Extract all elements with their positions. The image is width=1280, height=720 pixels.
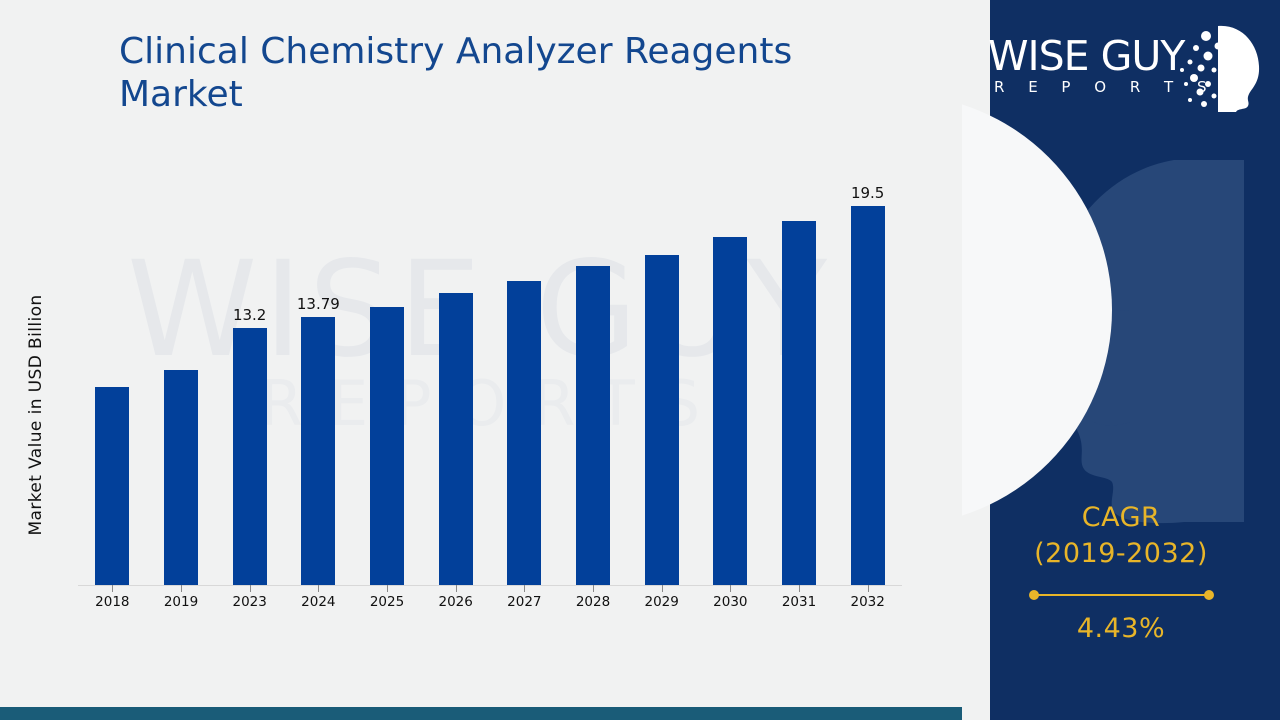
x-tick-2024 — [318, 585, 320, 592]
bar-2026[interactable] — [438, 292, 473, 585]
cagr-block: CAGR (2019-2032) 4.43% — [962, 500, 1280, 646]
bar-group[interactable]: 19.5 — [850, 130, 885, 585]
x-axis-label-2028: 2028 — [575, 594, 611, 610]
bar-2031[interactable] — [782, 221, 816, 585]
x-axis-label-2027: 2027 — [507, 594, 542, 610]
x-axis-label-2030: 2030 — [713, 594, 748, 610]
x-axis-line — [78, 585, 902, 586]
bottom-accent-bar — [0, 707, 962, 720]
bar-value-label-2032: 19.5 — [850, 183, 885, 202]
x-tick-2029 — [661, 585, 663, 592]
x-tick-2019 — [181, 585, 182, 592]
y-axis-label: Market Value in USD Billion — [26, 294, 46, 536]
bar-group[interactable] — [507, 130, 542, 585]
bar-group[interactable] — [95, 130, 130, 585]
x-tick-2030 — [730, 585, 732, 592]
bar-group[interactable] — [644, 130, 679, 585]
x-tick-2031 — [799, 585, 800, 592]
bar-group[interactable]: 13.79 — [297, 130, 340, 585]
bar-2032[interactable] — [850, 205, 885, 585]
bar-2029[interactable] — [644, 255, 679, 585]
bar-value-label-2024: 13.79 — [296, 294, 340, 313]
bar-group[interactable] — [713, 130, 748, 585]
x-tick-2023 — [249, 585, 251, 592]
x-tick-2027 — [524, 585, 526, 592]
cagr-title: CAGR — [1081, 502, 1161, 533]
bar-2025[interactable] — [370, 307, 404, 585]
cagr-divider — [1028, 590, 1214, 600]
bar-2028[interactable] — [576, 266, 610, 585]
bar-2018[interactable] — [95, 387, 130, 585]
chart-panel: Clinical Chemistry Analyzer Reagents Mar… — [0, 31, 962, 720]
x-tick-2025 — [387, 585, 388, 592]
bar-group[interactable] — [164, 130, 198, 585]
x-tick-2018 — [112, 585, 114, 592]
bar-2024[interactable] — [301, 316, 336, 585]
bar-chart: Market Value in USD Billion 13.2 13.79 19.… — [26, 130, 902, 610]
x-axis-label-2019: 2019 — [163, 594, 199, 610]
x-axis-label-2018: 2018 — [95, 594, 130, 610]
bar-group[interactable] — [438, 130, 473, 585]
x-axis-label-2026: 2026 — [438, 594, 473, 610]
x-tick-2026 — [455, 585, 457, 592]
divider-dot-right-icon — [1203, 590, 1214, 600]
bar-group[interactable] — [782, 130, 816, 585]
bar-2030[interactable] — [713, 236, 748, 585]
bar-value-label-2023: 13.2 — [232, 306, 267, 325]
x-axis-label-2025: 2025 — [369, 594, 405, 610]
bar-2019[interactable] — [164, 369, 198, 585]
x-axis-label-2031: 2031 — [781, 594, 817, 610]
molecule-pattern-icon — [962, 94, 1112, 526]
logo-head-dots-icon — [1180, 25, 1260, 113]
brand-logo: WISE GUY R E P O R T S — [980, 22, 1270, 114]
x-tick-2028 — [593, 585, 594, 592]
cagr-range: (2019-2032) — [1034, 538, 1208, 569]
brand-panel: WISE GUY R E P O R T S CAGR — [962, 0, 1280, 720]
logo-wordmark: WISE GUY — [988, 32, 1185, 80]
x-axis-label-2029: 2029 — [644, 594, 679, 610]
x-axis-label-2023: 2023 — [232, 594, 267, 610]
bar-group[interactable] — [370, 130, 404, 585]
logo-subtext: R E P O R T S — [994, 78, 1216, 96]
bar-2023[interactable] — [232, 328, 267, 585]
bar-2027[interactable] — [507, 280, 542, 585]
x-axis-label-2024: 2024 — [301, 594, 336, 610]
page-title: Clinical Chemistry Analyzer Reagents Mar… — [119, 31, 793, 115]
plot-area: 13.2 13.79 19.5 — [78, 130, 902, 585]
divider-line — [1033, 594, 1209, 596]
x-axis-label-2032: 2032 — [850, 594, 885, 610]
bar-group[interactable] — [576, 130, 610, 585]
cagr-value: 4.43% — [1076, 613, 1166, 644]
bar-group[interactable]: 13.2 — [232, 130, 267, 585]
x-tick-2032 — [867, 585, 869, 592]
